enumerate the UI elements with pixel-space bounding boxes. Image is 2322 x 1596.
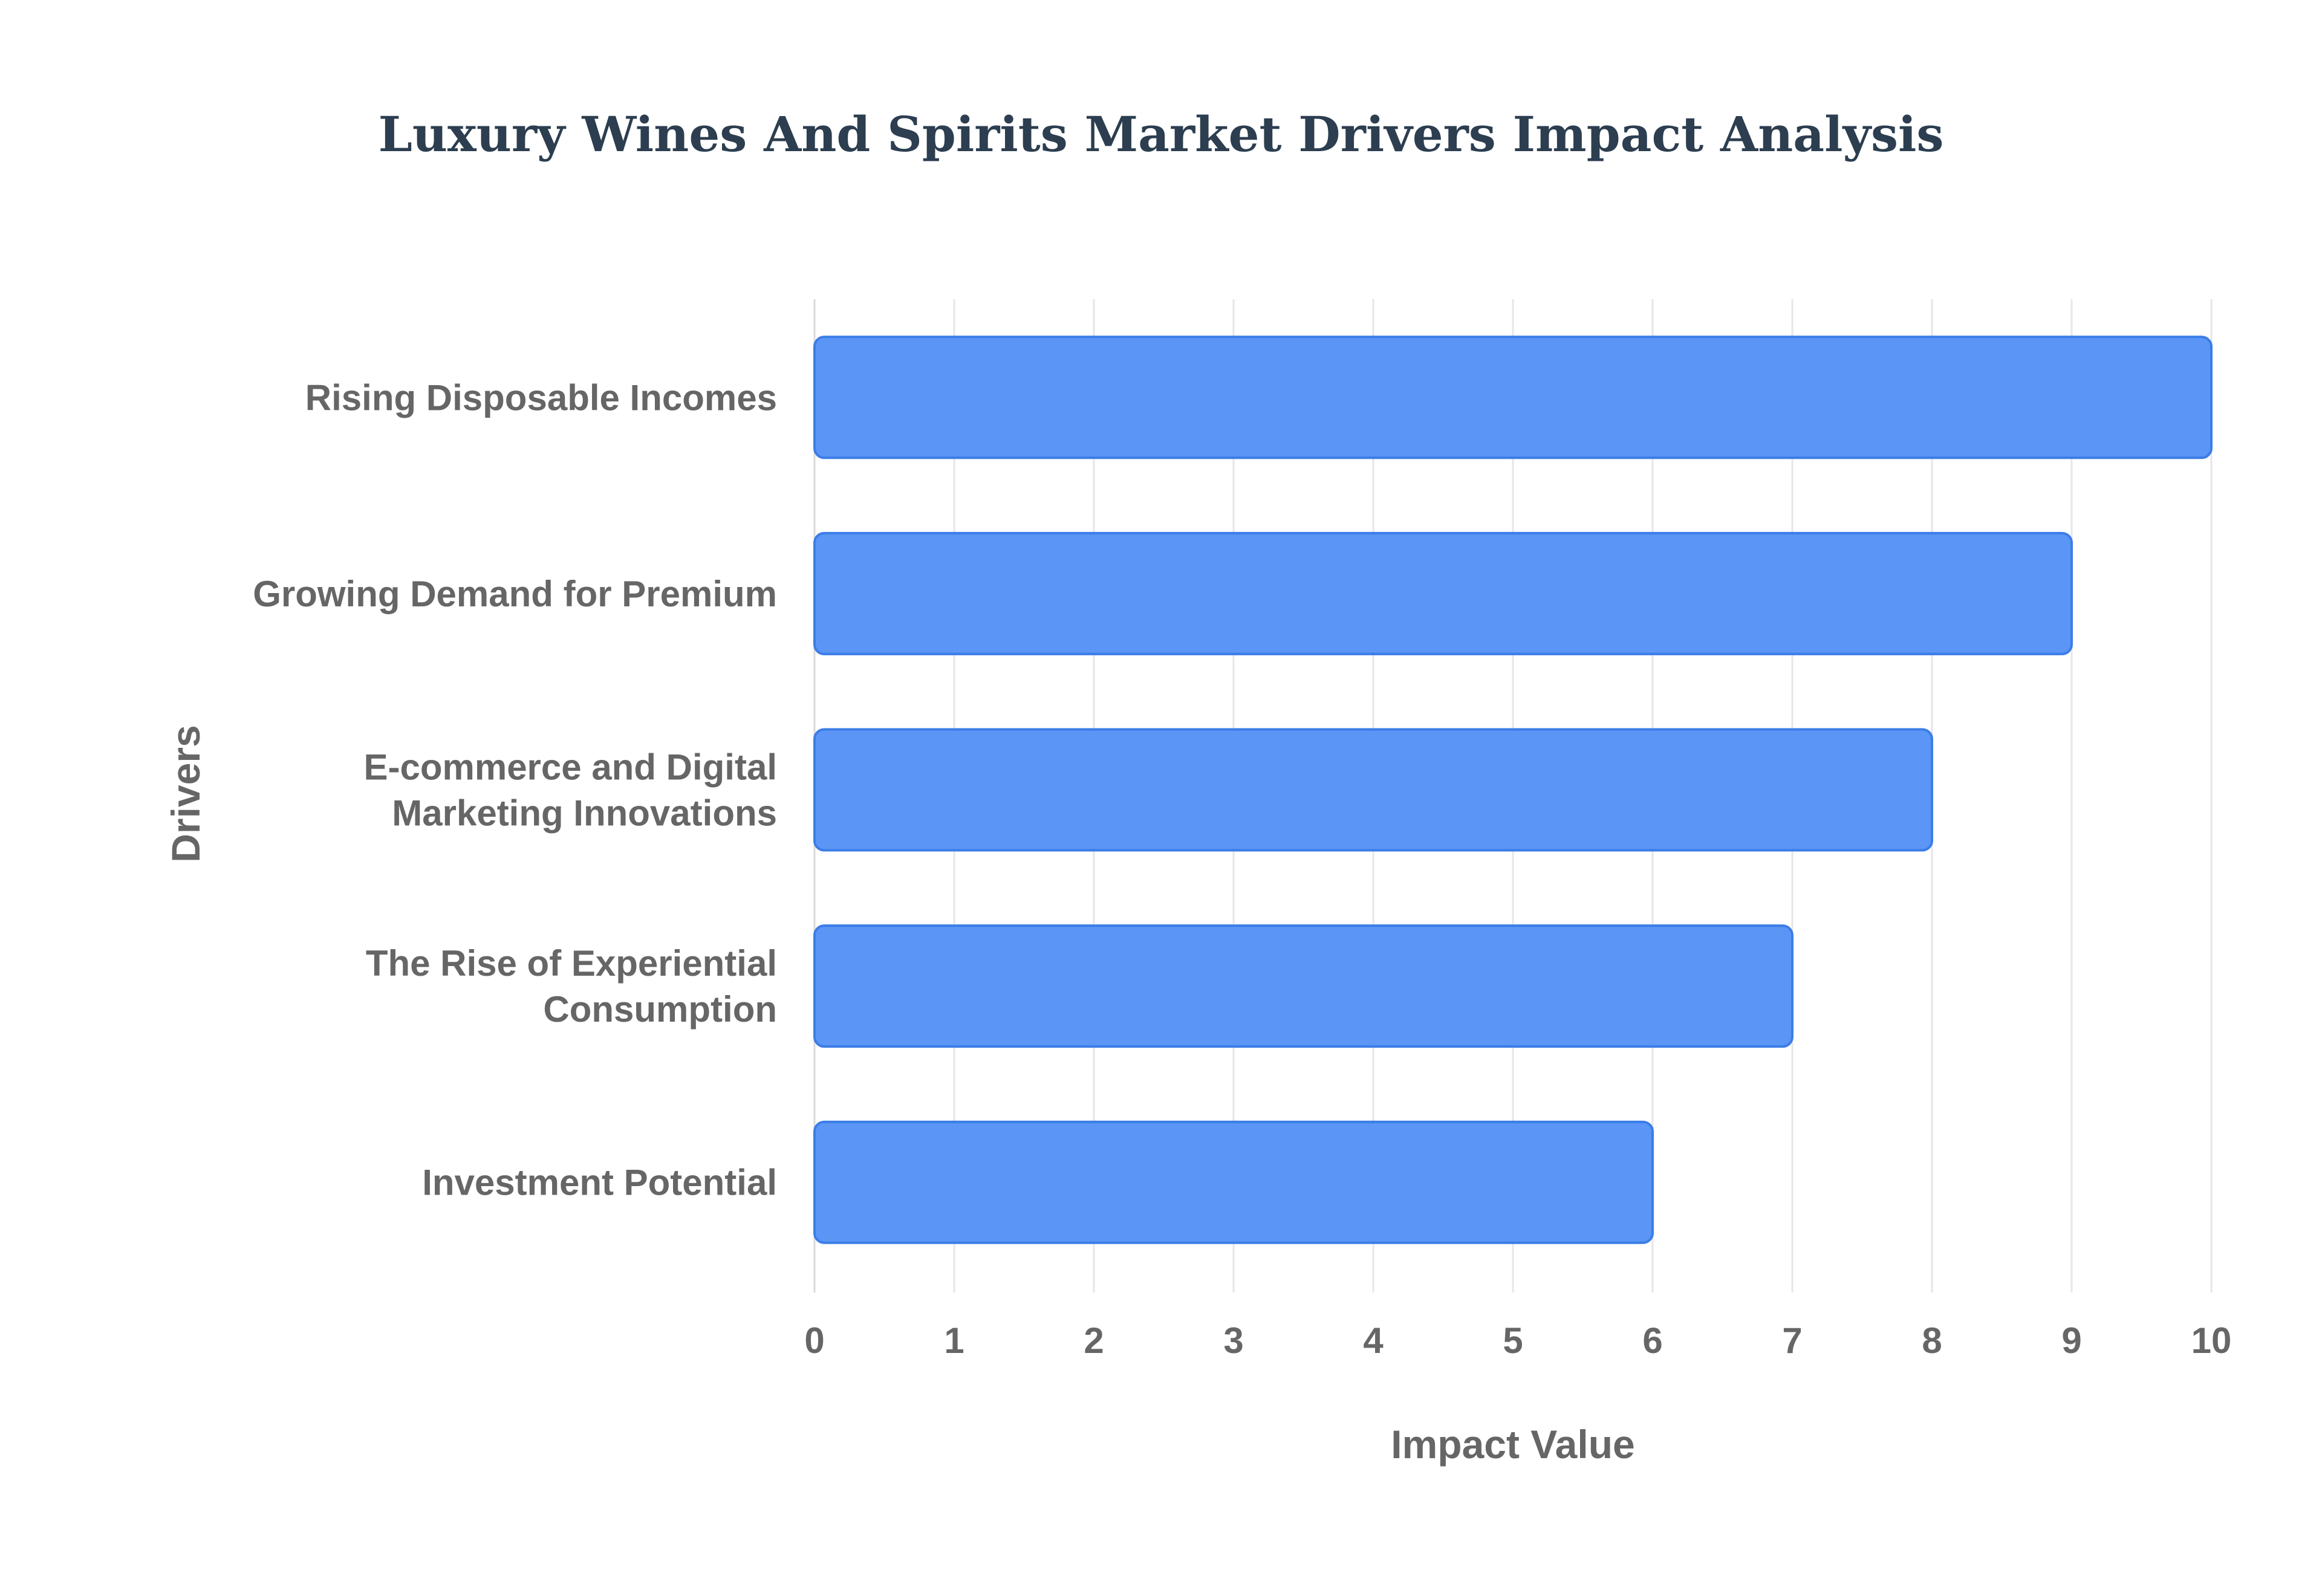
- x-tick-label: 10: [2191, 1320, 2232, 1361]
- bar[interactable]: [813, 336, 2213, 459]
- bar[interactable]: [813, 728, 1933, 852]
- y-category-label: Growing Demand for Premium: [253, 574, 777, 614]
- x-axis-labels: 0 1 2 3 4 5 6 7 8 9 10: [804, 1320, 2231, 1361]
- y-category-label: Rising Disposable Incomes: [305, 377, 777, 418]
- y-category-label: Investment Potential: [422, 1163, 777, 1203]
- bars: [813, 336, 2213, 1244]
- chart-title: Luxury Wines And Spirits Market Drivers …: [379, 106, 1944, 163]
- x-tick-label: 9: [2061, 1320, 2081, 1361]
- x-tick-label: 1: [944, 1320, 964, 1361]
- x-tick-label: 2: [1084, 1320, 1104, 1361]
- y-category-label-line: The Rise of Experiential: [366, 943, 777, 984]
- x-tick-label: 7: [1782, 1320, 1802, 1361]
- x-tick-label: 6: [1642, 1320, 1662, 1361]
- x-tick-label: 3: [1223, 1320, 1243, 1361]
- x-tick-label: 8: [1922, 1320, 1942, 1361]
- x-axis-title: Impact Value: [1391, 1422, 1635, 1467]
- x-tick-label: 0: [804, 1320, 824, 1361]
- x-tick-label: 5: [1503, 1320, 1523, 1361]
- y-category-label-line: Consumption: [543, 989, 777, 1030]
- y-category-label-line: E-commerce and Digital: [363, 747, 777, 788]
- y-category-label-line: Growing Demand for Premium: [253, 574, 777, 614]
- y-axis-title: Drivers: [163, 725, 208, 863]
- y-category-label-line: Rising Disposable Incomes: [305, 377, 777, 418]
- bar[interactable]: [813, 1120, 1654, 1244]
- bar[interactable]: [813, 531, 2073, 655]
- bar[interactable]: [813, 924, 1794, 1048]
- x-tick-label: 4: [1363, 1320, 1384, 1361]
- y-category-label: E-commerce and Digital Marketing Innovati…: [363, 747, 777, 834]
- y-category-label: The Rise of Experiential Consumption: [366, 943, 777, 1030]
- y-category-label-line: Investment Potential: [422, 1163, 777, 1203]
- y-category-label-line: Marketing Innovations: [392, 793, 777, 834]
- y-axis-labels: Rising Disposable Incomes Growing Demand …: [253, 377, 777, 1202]
